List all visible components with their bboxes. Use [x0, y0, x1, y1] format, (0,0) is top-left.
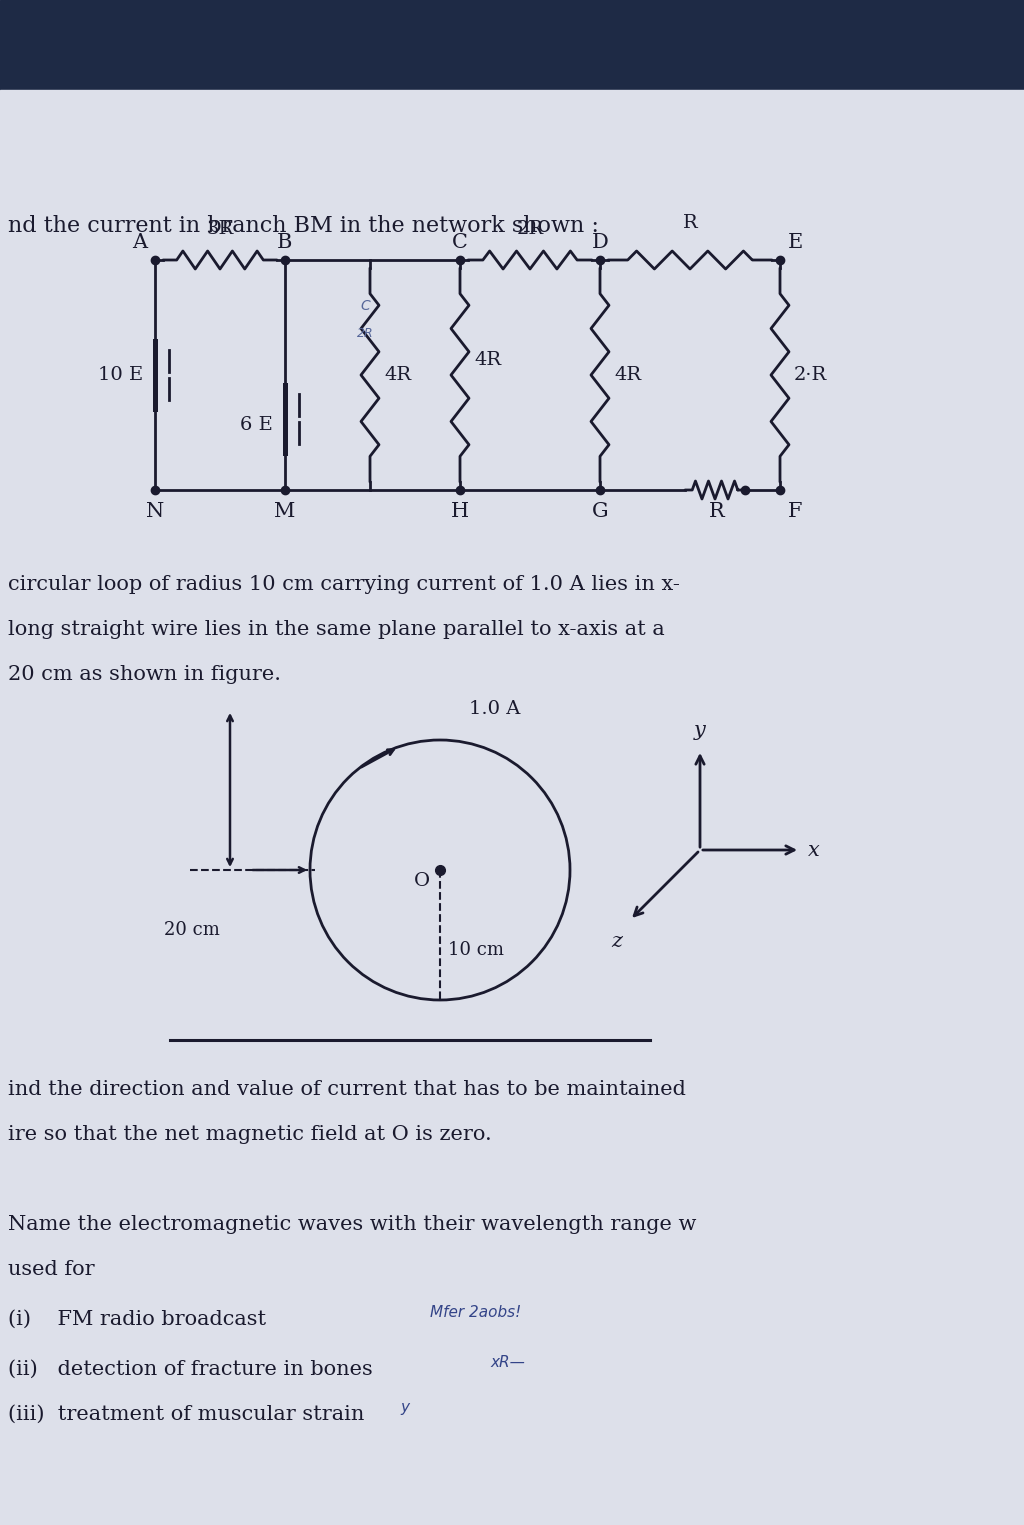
Text: (ii)   detection of fracture in bones: (ii) detection of fracture in bones: [8, 1360, 373, 1379]
Text: Name the electromagnetic waves with their wavelength range w: Name the electromagnetic waves with thei…: [8, 1215, 696, 1234]
Text: 6 E: 6 E: [241, 416, 273, 435]
Text: 2R: 2R: [356, 326, 374, 340]
Text: 1.0 A: 1.0 A: [469, 700, 520, 718]
Text: 10 E: 10 E: [98, 366, 143, 384]
Text: x: x: [808, 840, 820, 860]
Text: G: G: [592, 502, 608, 522]
Polygon shape: [0, 90, 530, 200]
Text: (i)    FM radio broadcast: (i) FM radio broadcast: [8, 1310, 266, 1328]
Text: 10 cm: 10 cm: [449, 941, 504, 959]
Text: used for: used for: [8, 1260, 94, 1279]
Text: F: F: [788, 502, 803, 522]
Text: 20 cm as shown in figure.: 20 cm as shown in figure.: [8, 665, 281, 685]
Text: y: y: [694, 721, 706, 740]
Text: long straight wire lies in the same plane parallel to x-axis at a: long straight wire lies in the same plan…: [8, 621, 665, 639]
Text: z: z: [611, 932, 622, 952]
Text: 4R: 4R: [384, 366, 411, 384]
Text: 4R: 4R: [474, 351, 501, 369]
Text: 20 cm: 20 cm: [164, 921, 220, 939]
Text: 3R: 3R: [207, 220, 233, 238]
Text: 4R: 4R: [614, 366, 641, 384]
Text: E: E: [788, 233, 803, 252]
Text: B: B: [278, 233, 293, 252]
Text: D: D: [592, 233, 608, 252]
Text: Mfer 2aobs!: Mfer 2aobs!: [430, 1305, 521, 1321]
Text: H: H: [451, 502, 469, 522]
Text: A: A: [132, 233, 147, 252]
Text: circular loop of radius 10 cm carrying current of 1.0 A lies in x-: circular loop of radius 10 cm carrying c…: [8, 575, 680, 595]
Text: M: M: [274, 502, 296, 522]
Text: R: R: [710, 502, 725, 522]
Text: xR—: xR—: [490, 1356, 525, 1369]
Text: 2R: 2R: [516, 220, 544, 238]
Text: O: O: [414, 872, 430, 891]
Bar: [0, 0, 1024, 90]
Text: 2·R: 2·R: [794, 366, 827, 384]
Text: ind the direction and value of current that has to be maintained: ind the direction and value of current t…: [8, 1080, 686, 1100]
Text: y: y: [400, 1400, 409, 1415]
Text: R: R: [683, 214, 697, 232]
Text: C: C: [452, 233, 468, 252]
Text: C: C: [360, 299, 370, 313]
Text: (iii)  treatment of muscular strain: (iii) treatment of muscular strain: [8, 1405, 365, 1424]
Text: ire so that the net magnetic field at O is zero.: ire so that the net magnetic field at O …: [8, 1125, 492, 1144]
Text: N: N: [145, 502, 164, 522]
Text: nd the current in branch BM in the network shown :: nd the current in branch BM in the netwo…: [8, 215, 599, 236]
